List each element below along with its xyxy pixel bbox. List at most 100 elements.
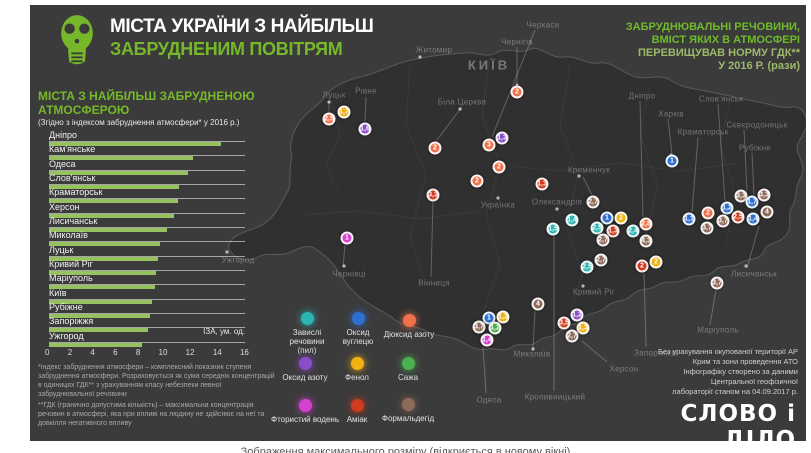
- bar-baseline: [49, 198, 245, 200]
- source-note: Без урахування окупованої території АР Кр…: [578, 347, 798, 397]
- x-tick: 16: [239, 348, 249, 357]
- bar-row: Краматорськ: [49, 188, 245, 204]
- pollutant-dot-fa: 3,3: [757, 188, 771, 202]
- bar-row: Кам'янське: [49, 144, 245, 161]
- bar-baseline: [49, 184, 245, 186]
- bar-row: Запоріжжя: [49, 316, 245, 333]
- pollutants-header-line: ПЕРЕВИЩУВАВ НОРМУ ГДК**: [638, 47, 800, 59]
- map-city-label: Краматорськ: [677, 127, 729, 137]
- main-title-line1: МІСТА УКРАЇНИ З НАЙБІЛЬШ: [110, 16, 374, 37]
- legend-dot-phenol: [350, 357, 364, 370]
- bar-row: Київ: [49, 287, 245, 304]
- bar-city-label: Слов'янськ: [49, 173, 96, 184]
- bar-city-label: Запоріжжя: [49, 316, 94, 327]
- bar-city-label: Херсон: [49, 201, 80, 212]
- bar-value: [49, 142, 222, 146]
- legend-dot-soot: [401, 357, 415, 370]
- pollutant-dot-no2: 2: [510, 85, 524, 99]
- bar-baseline: [49, 255, 245, 257]
- legend-item: Завислі речовини (пил): [270, 312, 344, 355]
- pollutants-header-line: У 2016 Р. (рази): [718, 60, 800, 72]
- pollutant-dot-nh3: 3,3: [426, 188, 440, 202]
- infographic-image[interactable]: Луцьк Рівне Житомир КИЇВ Чернігів Черкаси Біла…: [30, 5, 806, 441]
- pollutant-dot-no2: 2,5: [322, 112, 336, 126]
- pollutant-dot-dust: 1,4: [565, 213, 579, 227]
- pollutant-dot-co: 1: [600, 211, 614, 225]
- bar-baseline: [49, 169, 245, 171]
- map-city-label: Вінниця: [418, 278, 450, 288]
- map-city-label: Кропивницький: [524, 392, 586, 402]
- footnote-gdk: **ГДК (гранично допустима кількість) – м…: [38, 402, 265, 427]
- pollutant-dot-no: 1,6: [358, 122, 372, 136]
- map-city-label: КИЇВ: [467, 57, 511, 73]
- pollutants-header: ЗАБРУДНЮВАЛЬНІ РЕЧОВИНИ, ВМІСТ ЯКИХ В АТМ…: [570, 21, 800, 73]
- legend-item: Сажа: [371, 357, 445, 382]
- pollutant-dot-fa: 3,7: [710, 276, 724, 290]
- bar-chart: Дніпро Кам'янське Одеса Слов'янськ Краматорс…: [49, 131, 245, 347]
- pollutant-dot-fa: 3,3: [734, 189, 748, 203]
- gas-mask-icon: [61, 15, 93, 65]
- bar-city-label: Кривий Ріг: [49, 259, 93, 270]
- bar-row: Миколаїв: [49, 230, 245, 247]
- pollutant-dot-no2: 2: [701, 206, 715, 220]
- bar-value: [49, 299, 152, 304]
- map-city-label: Чернівці: [332, 269, 366, 279]
- map-city-label: Запоріжжя: [633, 348, 677, 358]
- bar-value: [49, 314, 151, 319]
- map-city-label: Миколаїв: [513, 349, 551, 359]
- legend-dot-co: [351, 312, 365, 325]
- bar-row: Слов'янськ: [49, 173, 245, 190]
- pollutant-dot-no: 1,3: [495, 131, 509, 145]
- pollutant-dot-nh3: 3,5: [557, 316, 571, 330]
- pollutant-dot-no2: 2,8: [639, 217, 653, 231]
- callout-lines: [328, 29, 760, 394]
- bar-baseline: [49, 327, 245, 329]
- bar-city-label: Київ: [49, 287, 67, 298]
- x-tick: 0: [45, 348, 50, 357]
- x-tick: 6: [113, 348, 118, 357]
- pollutant-dot-fa: 2,7: [596, 233, 610, 247]
- map-city-label: Черкаси: [526, 20, 560, 30]
- pollutant-dot-phenol: 2: [614, 211, 628, 225]
- pollutant-dot-phenol: 2: [649, 255, 663, 269]
- source-line: Центральної геофізичної: [710, 377, 798, 386]
- legend-item: Формальдегід: [371, 398, 445, 423]
- map-city-label: Харків: [658, 109, 684, 119]
- footnote-iza: *Індекс забруднення атмосфери – комплекс…: [38, 364, 275, 398]
- map-city-label: Маріуполь: [697, 325, 739, 335]
- x-axis-ticks: 0 2 4 6 8 10 12 14 16: [45, 348, 249, 357]
- pollutant-dot-phenol: 1,3: [496, 310, 510, 324]
- pollutant-dot-nh3: 2,5: [731, 210, 745, 224]
- bar-baseline: [49, 227, 245, 229]
- chart-subtitle: (Згідно з індексом забруднення атмосфери…: [38, 118, 240, 127]
- bar-baseline: [49, 341, 245, 343]
- pollutant-dot-dust: 2,4: [626, 224, 640, 238]
- bar-baseline: [49, 313, 245, 315]
- pollutant-dot-soot: 1,2: [488, 321, 502, 335]
- bar-value: [49, 228, 168, 233]
- bar-row: Рубіжне: [49, 303, 245, 319]
- pollutant-dot-fa: 3,7: [716, 214, 730, 228]
- source-line: лабораторії станом на 04.09.2017 р.: [672, 387, 798, 396]
- pollutant-dot-fa: 4: [760, 205, 774, 219]
- bar-value: [49, 271, 157, 276]
- bar-city-label: Луцьк: [49, 244, 74, 255]
- legend-item: Фенол: [320, 357, 394, 382]
- map-city-label: Чернігів: [501, 37, 533, 47]
- pollutant-dot-fa: 4,3: [639, 234, 653, 248]
- x-axis-label: ІЗА, ум. од.: [203, 327, 245, 336]
- image-caption-link[interactable]: Зображення максимального розміру (відкри…: [240, 446, 571, 453]
- bar-city-label: Лисичанськ: [49, 216, 98, 227]
- bar-city-label: Миколаїв: [49, 230, 88, 241]
- pollutant-dot-hf: 1: [340, 231, 354, 245]
- bar-city-label: Маріуполь: [49, 273, 93, 284]
- legend-label: Завислі речовини (пил): [289, 328, 325, 355]
- map-city-label: Луцьк: [322, 90, 346, 100]
- bar-baseline: [49, 141, 245, 142]
- region-borders: [299, 54, 741, 316]
- bar-baseline: [49, 298, 245, 300]
- bar-city-label: Кам'янське: [49, 144, 96, 155]
- bar-row: Лисичанськ: [49, 216, 245, 233]
- legend-item: Оксид азоту: [268, 357, 342, 382]
